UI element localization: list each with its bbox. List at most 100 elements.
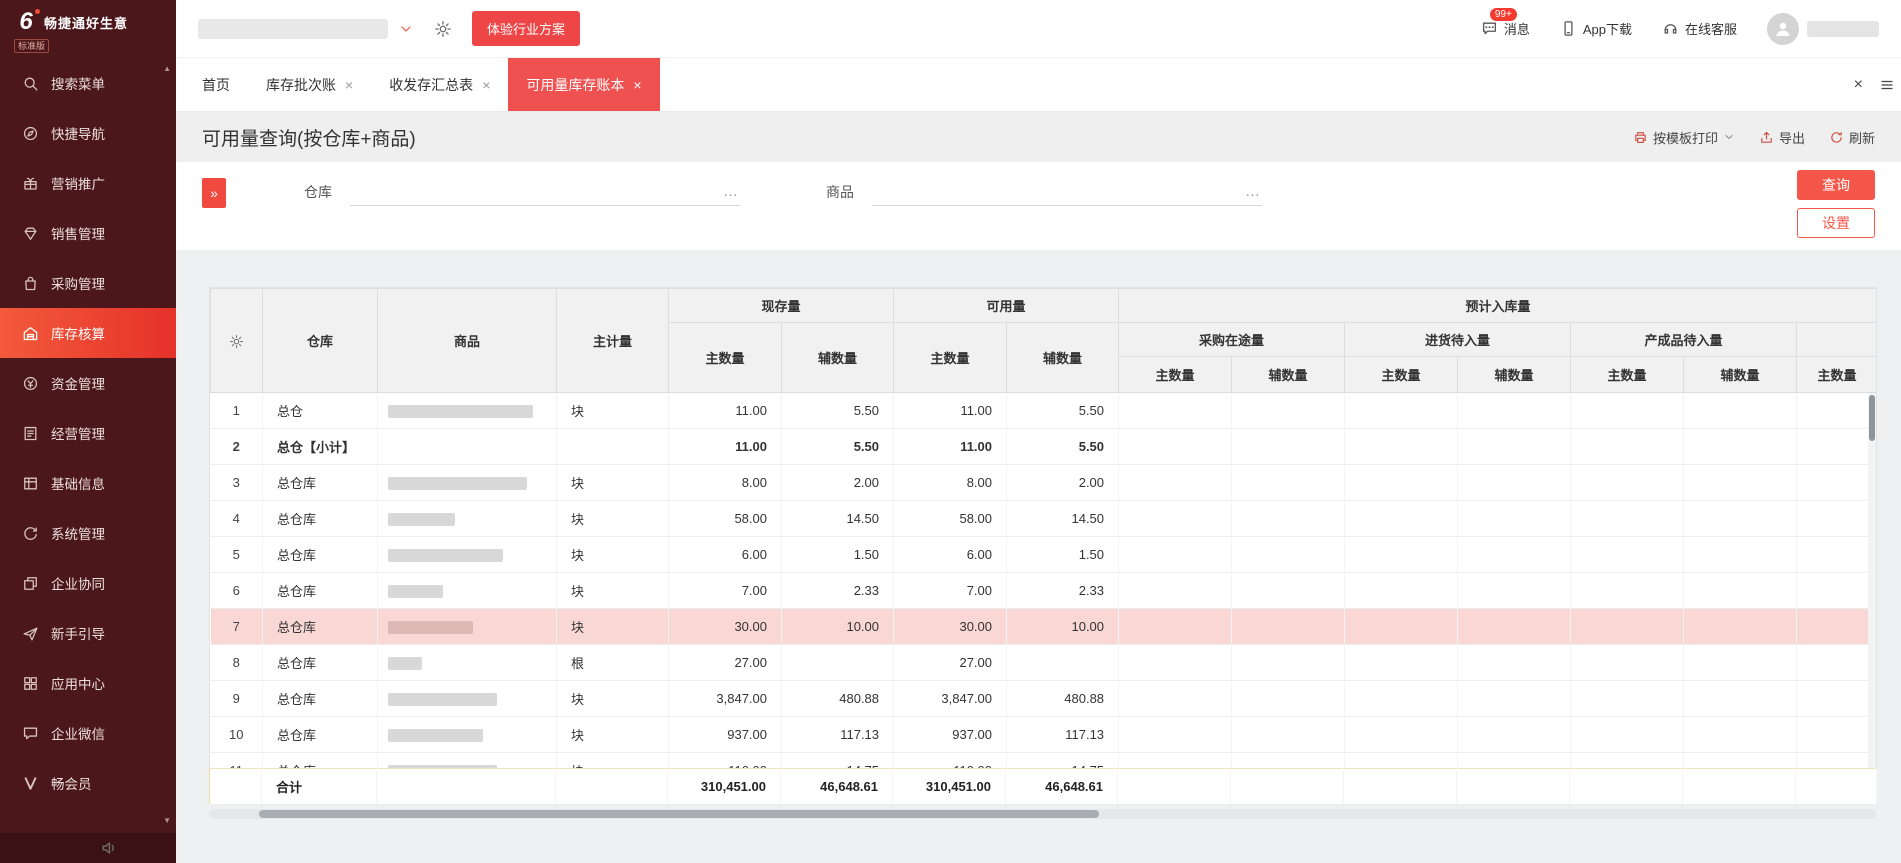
expand-filters-button[interactable]: »: [202, 178, 226, 208]
vertical-scrollbar[interactable]: [1868, 393, 1876, 768]
empty-cell: [1683, 392, 1798, 429]
export-button[interactable]: 导出: [1759, 128, 1805, 147]
qty-cell: 11.00: [668, 428, 782, 465]
messages-button[interactable]: 99+ 消息: [1481, 7, 1530, 38]
col-header-ip-aux[interactable]: 辅数量: [1457, 356, 1572, 393]
tab-close-icon[interactable]: ×: [482, 76, 491, 93]
empty-cell: [1231, 428, 1346, 465]
sidebar-scroll-down-icon[interactable]: ▼: [163, 816, 171, 825]
warehouse-input[interactable]: [350, 184, 721, 199]
tab-in-out-summary[interactable]: 收发存汇总表 ×: [371, 58, 508, 111]
refresh-button[interactable]: 刷新: [1829, 128, 1875, 147]
col-header-pt-main[interactable]: 主数量: [1118, 356, 1233, 393]
close-all-tabs-icon[interactable]: ×: [1853, 75, 1863, 93]
speaker-icon[interactable]: [100, 839, 118, 857]
sidebar-item-funds[interactable]: 资金管理: [0, 358, 176, 408]
sidebar: 6 畅捷通好生意 标准版 ▲ 搜索菜单 快捷导航 营销推广 销售管理 采购管理 库存核算资…: [0, 0, 176, 863]
product-cell: [377, 500, 557, 537]
sidebar-item-system[interactable]: 系统管理: [0, 508, 176, 558]
col-header-unit[interactable]: 主计量: [556, 288, 669, 393]
collab-icon: [22, 575, 39, 592]
app-download-button[interactable]: App下载: [1560, 19, 1632, 38]
empty-cell: [1570, 644, 1685, 681]
sidebar-item-label: 快捷导航: [51, 127, 105, 142]
qty-cell: 14.50: [1006, 500, 1120, 537]
tab-home[interactable]: 首页: [184, 58, 248, 111]
sidebar-item-inventory[interactable]: 库存核算: [0, 308, 176, 358]
table-row[interactable]: 7 总仓库块 30.00 10.00 30.00 10.00: [210, 608, 1876, 645]
table-row[interactable]: 4 总仓库块 58.00 14.50 58.00 14.50: [210, 500, 1876, 537]
product-input[interactable]: [872, 184, 1243, 199]
query-button[interactable]: 查询: [1797, 170, 1875, 200]
sidebar-item-search[interactable]: 搜索菜单: [0, 58, 176, 108]
online-service-button[interactable]: 在线客服: [1662, 19, 1737, 38]
col-header-available-main[interactable]: 主数量: [893, 322, 1008, 393]
empty-cell: [1231, 500, 1346, 537]
filter-panel: » 仓库 … 商品 … 查询 设置: [176, 162, 1901, 250]
vertical-scrollbar-thumb[interactable]: [1869, 395, 1875, 441]
product-picker-icon[interactable]: …: [1245, 182, 1260, 200]
horizontal-scrollbar-thumb[interactable]: [259, 810, 1099, 818]
product-label: 商品: [826, 184, 854, 200]
col-header-fp-aux[interactable]: 辅数量: [1683, 356, 1798, 393]
col-header-product[interactable]: 商品: [377, 288, 557, 393]
empty-cell: [1231, 572, 1346, 609]
col-header-fp-main[interactable]: 主数量: [1570, 356, 1685, 393]
table-row[interactable]: 9 总仓库块 3,847.00 480.88 3,847.00 480.88: [210, 680, 1876, 717]
sidebar-item-quick-nav[interactable]: 快捷导航: [0, 108, 176, 158]
sidebar-scroll-up-icon[interactable]: ▲: [163, 64, 171, 73]
member-icon: [22, 775, 39, 792]
main-area: 体验行业方案 99+ 消息 App下载 在线客服: [176, 0, 1901, 863]
sidebar-item-operations[interactable]: 经营管理: [0, 408, 176, 458]
sidebar-item-basic-info[interactable]: 基础信息: [0, 458, 176, 508]
redacted-product: [388, 621, 473, 635]
tab-close-icon[interactable]: ×: [345, 76, 354, 93]
col-header-partial-main[interactable]: 主数量: [1796, 356, 1876, 393]
tab-inventory-batch[interactable]: 库存批次账 ×: [248, 58, 371, 111]
sidebar-item-app-center[interactable]: 应用中心: [0, 658, 176, 708]
experience-solution-button[interactable]: 体验行业方案: [472, 11, 581, 46]
print-by-template-button[interactable]: 按模板打印: [1633, 128, 1735, 147]
sidebar-item-guide[interactable]: 新手引导: [0, 608, 176, 658]
sidebar-item-marketing[interactable]: 营销推广: [0, 158, 176, 208]
tab-available-ledger[interactable]: 可用量库存账本 ×: [508, 58, 660, 111]
settings-gear-icon[interactable]: [434, 20, 452, 38]
warehouse-cell: 总仓库: [262, 716, 378, 753]
col-header-pt-aux[interactable]: 辅数量: [1231, 356, 1346, 393]
table-row[interactable]: 3 总仓库块 8.00 2.00 8.00 2.00: [210, 464, 1876, 501]
column-settings-gear-icon[interactable]: [229, 334, 244, 349]
col-subgroup-incoming-pending: 进货待入量: [1344, 322, 1572, 357]
tab-list-icon[interactable]: [1879, 77, 1895, 93]
qty-cell: 6.00: [893, 536, 1008, 573]
qty-cell: 11.00: [668, 392, 782, 429]
sidebar-item-wechat[interactable]: 企业微信: [0, 708, 176, 758]
qty-cell: 5.50: [781, 428, 895, 465]
sidebar-item-sales[interactable]: 销售管理: [0, 208, 176, 258]
col-header-current-aux[interactable]: 辅数量: [780, 322, 895, 393]
account-select[interactable]: [198, 18, 414, 39]
tab-close-icon[interactable]: ×: [633, 76, 642, 93]
sidebar-item-member[interactable]: 畅会员: [0, 758, 176, 808]
table-row[interactable]: 10 总仓库块 937.00 117.13 937.00 117.13: [210, 716, 1876, 753]
sidebar-item-purchase[interactable]: 采购管理: [0, 258, 176, 308]
table-row[interactable]: 5 总仓库块 6.00 1.50 6.00 1.50: [210, 536, 1876, 573]
settings-button[interactable]: 设置: [1797, 208, 1875, 238]
table-row[interactable]: 8 总仓库根 27.00 27.00: [210, 644, 1876, 681]
printer-icon: [1633, 130, 1648, 145]
qty-cell: 11.00: [893, 392, 1008, 429]
table-row[interactable]: 1 总仓块 11.00 5.50 11.00 5.50: [210, 392, 1876, 429]
warehouse-picker-icon[interactable]: …: [723, 182, 738, 200]
table-row[interactable]: 6 总仓库块 7.00 2.33 7.00 2.33: [210, 572, 1876, 609]
col-header-available-aux[interactable]: 辅数量: [1006, 322, 1120, 393]
user-menu[interactable]: [1767, 12, 1879, 45]
empty-cell: [1570, 536, 1685, 573]
col-header-warehouse[interactable]: 仓库: [262, 288, 378, 393]
col-header-current-main[interactable]: 主数量: [668, 322, 782, 393]
empty-cell: [1231, 716, 1346, 753]
table-row[interactable]: 2 总仓【小计】 11.00 5.50 11.00 5.50: [210, 428, 1876, 465]
sidebar-item-collaboration[interactable]: 企业协同: [0, 558, 176, 608]
horizontal-scrollbar[interactable]: [209, 809, 1877, 819]
product-cell: [377, 608, 557, 645]
col-header-ip-main[interactable]: 主数量: [1344, 356, 1459, 393]
